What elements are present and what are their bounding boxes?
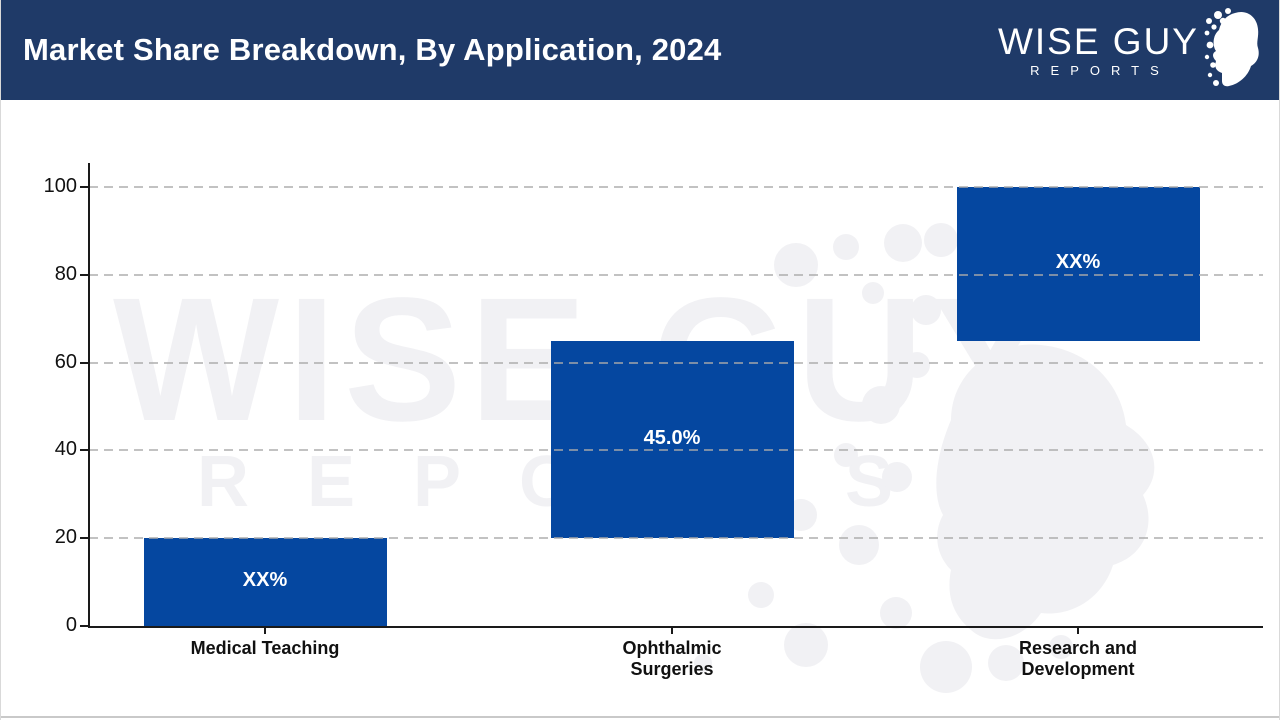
brand-face-icon [1204,8,1259,87]
y-tick-mark [80,274,89,276]
y-tick-mark [80,625,89,627]
brand-logo-text: WISE GUY REPORTS [998,23,1199,77]
gridline [89,362,1263,364]
y-tick-label: 100 [43,175,77,197]
x-tick-mark [1077,628,1079,634]
category-label: Medical Teaching [190,638,340,658]
y-tick-label: 80 [54,263,77,285]
x-tick-mark [264,628,266,634]
header-bar: Market Share Breakdown, By Application, … [1,0,1279,100]
x-axis-line [88,626,1263,628]
gridline [89,537,1263,539]
brand-subname: REPORTS [1030,63,1170,78]
brand-logo: WISE GUY REPORTS [998,7,1263,93]
bar [144,538,387,626]
y-tick-label: 60 [54,351,77,373]
brand-name: WISE GUY [997,21,1199,62]
bar-value-label: XX% [1055,251,1101,273]
y-tick-label: 20 [54,526,77,548]
y-tick-label: 40 [54,438,77,460]
watermark-face-icon [694,223,1155,693]
bar-value-label: XX% [242,569,288,591]
y-tick-mark [80,362,89,364]
gridline [89,186,1263,188]
footer-divider [1,716,1279,718]
y-tick-mark [80,186,89,188]
bar [957,187,1200,341]
category-label: Ophthalmic Surgeries [622,638,722,679]
y-axis-line [88,163,90,628]
y-tick-label: 0 [65,614,77,636]
y-tick-mark [80,449,89,451]
x-tick-mark [671,628,673,634]
bar [551,341,794,538]
gridline [89,274,1263,276]
y-tick-mark [80,537,89,539]
bar-value-label: 45.0% [643,427,701,449]
page-title: Market Share Breakdown, By Application, … [23,32,722,67]
category-label: Research and Development [1018,638,1138,679]
gridline [89,449,1263,451]
